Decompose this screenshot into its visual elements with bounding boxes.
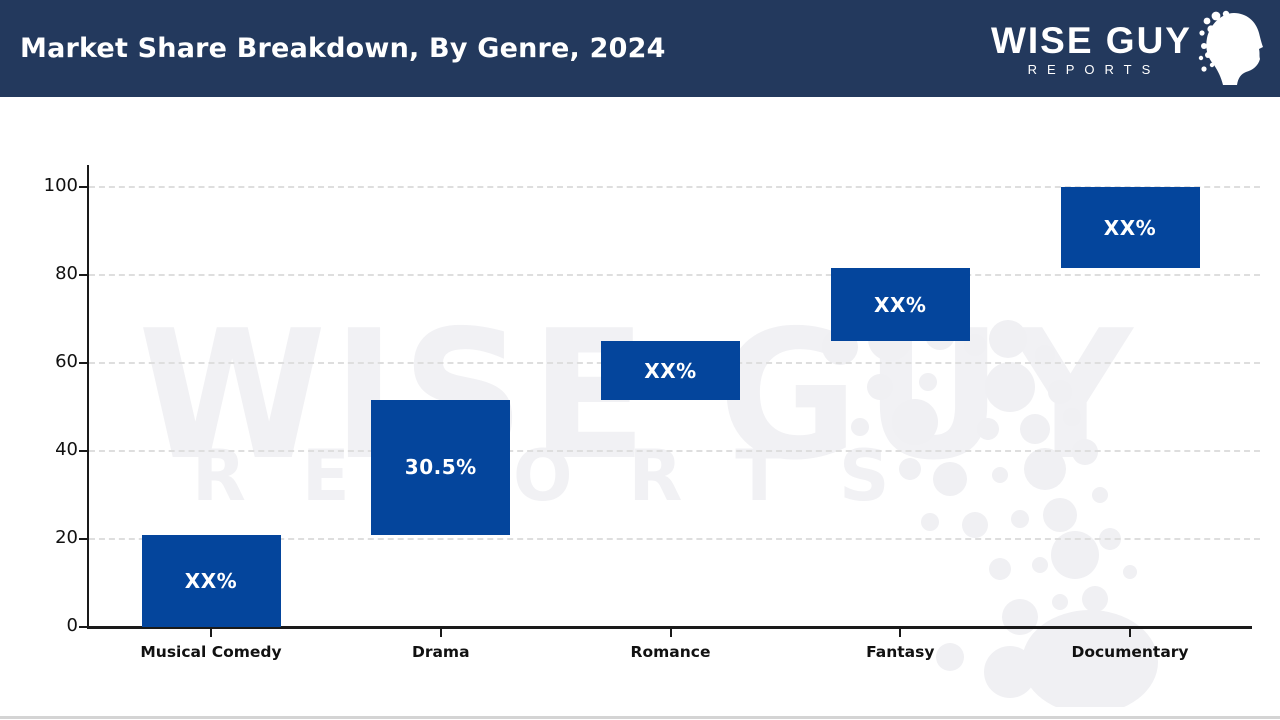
- y-tick-mark: [79, 274, 88, 276]
- bar-value-label: XX%: [1103, 215, 1157, 240]
- x-axis-label-drama: Drama: [411, 643, 470, 661]
- y-tick-label: 80: [55, 263, 78, 284]
- gridline-100: [89, 186, 1260, 188]
- gridline-80: [89, 274, 1260, 276]
- watermark-subtext: REPORTS: [192, 435, 946, 517]
- bar-fantasy: XX%: [830, 268, 970, 341]
- x-tick-mark: [1129, 629, 1131, 637]
- y-tick-mark: [79, 538, 88, 540]
- y-tick-label: 40: [55, 439, 78, 460]
- brand-logo: WISE GUY REPORTS: [991, 9, 1280, 89]
- y-tick-label: 20: [55, 527, 78, 548]
- y-tick-label: 60: [55, 351, 78, 372]
- bar-value-label: XX%: [644, 358, 697, 383]
- footer-divider: [0, 716, 1280, 719]
- header: Market Share Breakdown, By Genre, 2024 W…: [0, 0, 1280, 97]
- x-tick-mark: [669, 629, 672, 637]
- brand-face-icon: [1198, 10, 1263, 85]
- x-axis-label-musical-comedy: Musical Comedy: [140, 643, 282, 661]
- y-tick-mark: [79, 186, 88, 188]
- brand-subtitle: REPORTS: [1027, 61, 1161, 77]
- bar-value-label: XX%: [184, 568, 238, 593]
- watermark-face-dots: [822, 317, 1158, 707]
- bar-value-label: XX%: [874, 292, 927, 317]
- x-axis-label-documentary: Documentary: [1071, 643, 1189, 661]
- x-tick-mark: [210, 629, 212, 637]
- bar-documentary: XX%: [1060, 187, 1200, 269]
- y-tick-mark: [79, 450, 88, 452]
- waterfall-chart: WISE GUY REPORTS 0 20 40 60 80 100 Musical Com…: [0, 97, 1280, 714]
- y-tick-label: 100: [43, 175, 78, 196]
- gridline-20: [89, 538, 1260, 540]
- y-tick-mark: [79, 362, 88, 364]
- y-tick-mark: [79, 626, 88, 628]
- page-title: Market Share Breakdown, By Genre, 2024: [20, 33, 666, 64]
- y-tick-label: 0: [66, 615, 78, 636]
- brand-name: WISE GUY: [990, 19, 1192, 61]
- bar-musical-comedy: XX%: [141, 534, 281, 627]
- x-tick-mark: [899, 629, 902, 637]
- bar-romance: XX%: [601, 341, 740, 401]
- brand-logo-text: WISE GUY REPORTS: [991, 22, 1192, 76]
- x-tick-mark: [439, 629, 442, 637]
- x-axis-label-fantasy: Fantasy: [866, 643, 935, 661]
- y-axis-line: [87, 165, 89, 629]
- bar-drama: 30.5%: [371, 400, 511, 535]
- x-axis-label-romance: Romance: [630, 643, 711, 661]
- bar-value-label: 30.5%: [404, 455, 477, 480]
- x-axis-line: [87, 626, 1252, 629]
- gridline-40: [89, 450, 1260, 452]
